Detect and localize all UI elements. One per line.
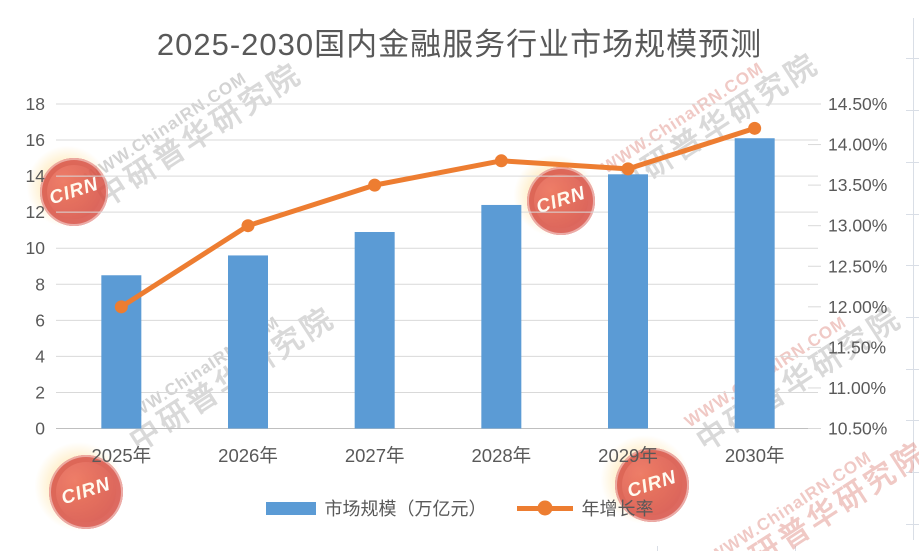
growth-point-2029年 bbox=[621, 162, 635, 176]
line-series-label: 年增长率 bbox=[581, 499, 654, 519]
bar-2026年 bbox=[228, 255, 268, 429]
right-axis-tick-label: 14.50% bbox=[828, 94, 887, 114]
sheet-gridline bbox=[906, 472, 919, 473]
bar-series-swatch bbox=[265, 501, 316, 515]
growth-point-2027年 bbox=[368, 178, 382, 192]
left-axis-tick-label: 2 bbox=[35, 382, 45, 402]
sheet-gridline bbox=[795, 546, 796, 551]
left-axis-tick-label: 6 bbox=[35, 310, 45, 330]
left-axis-tick-label: 18 bbox=[26, 94, 45, 114]
gridlines bbox=[56, 103, 818, 429]
line-series-dot bbox=[537, 500, 552, 516]
bar-2028年 bbox=[481, 204, 522, 429]
bar-2030年 bbox=[734, 138, 775, 429]
sheet-gridline bbox=[906, 214, 919, 215]
x-axis-label: 2028年 bbox=[472, 445, 532, 466]
x-axis-label: 2025年 bbox=[92, 445, 152, 466]
chart-legend: 市场规模（万亿元） 年增长率 bbox=[0, 495, 919, 521]
sheet-gridline bbox=[906, 420, 919, 421]
x-axis-label: 2030年 bbox=[725, 445, 785, 466]
left-axis-tick-label: 14 bbox=[26, 166, 46, 186]
right-axis-tick-label: 13.50% bbox=[828, 175, 887, 195]
left-axis-tick-label: 10 bbox=[26, 238, 46, 258]
bar-2029年 bbox=[608, 174, 648, 429]
right-axis-tick-label: 13.00% bbox=[828, 216, 887, 236]
growth-point-2028年 bbox=[494, 154, 508, 168]
line-series-marker bbox=[516, 500, 573, 516]
right-axis-tick-label: 11.50% bbox=[828, 337, 886, 357]
right-axis-tick-label: 12.50% bbox=[828, 256, 887, 276]
x-axis-labels: 2025年 2026年 2027年 2028年 2029年 2030年 bbox=[92, 445, 785, 466]
right-axis-labels: 10.50% 11.00% 11.50% 12.00% 12.50% 13.00% 13.5… bbox=[808, 94, 887, 439]
right-axis-tick-label: 11.00% bbox=[828, 378, 886, 398]
sheet-gridline bbox=[906, 524, 919, 525]
sheet-gridline bbox=[906, 58, 919, 59]
sheet-gridline bbox=[906, 110, 919, 111]
right-axis-tick-label: 14.00% bbox=[828, 135, 887, 155]
left-axis-tick-label: 16 bbox=[26, 130, 45, 150]
sheet-gridline bbox=[906, 162, 919, 163]
growth-point-2025年 bbox=[114, 300, 128, 314]
x-axis-label: 2029年 bbox=[598, 445, 658, 466]
bar-series-label: 市场规模（万亿元） bbox=[324, 499, 487, 519]
x-axis-label: 2027年 bbox=[345, 445, 405, 466]
right-axis-tick-label: 12.00% bbox=[828, 297, 887, 317]
left-axis-tick-label: 12 bbox=[26, 202, 45, 222]
growth-point-2030年 bbox=[748, 121, 762, 135]
sheet-gridline bbox=[906, 317, 919, 318]
left-axis-tick-label: 8 bbox=[35, 274, 45, 294]
market-size-bars bbox=[101, 138, 775, 429]
left-axis-tick-label: 4 bbox=[35, 346, 45, 366]
x-axis-label: 2026年 bbox=[218, 445, 278, 466]
sheet-gridline bbox=[906, 369, 919, 370]
right-axis-tick-label: 10.50% bbox=[828, 419, 887, 439]
chart-title: 2025-2030国内金融服务行业市场规模预测 bbox=[156, 27, 763, 62]
sheet-gridline bbox=[657, 546, 658, 551]
left-axis-tick-label: 0 bbox=[35, 419, 45, 439]
sheet-gridline bbox=[913, 18, 914, 540]
growth-point-2026年 bbox=[241, 219, 255, 233]
bar-2027年 bbox=[354, 231, 395, 429]
left-axis-labels: 0 2 4 6 8 10 12 14 16 18 bbox=[26, 94, 46, 439]
sheet-gridline bbox=[906, 265, 919, 266]
growth-rate-line bbox=[114, 121, 762, 314]
